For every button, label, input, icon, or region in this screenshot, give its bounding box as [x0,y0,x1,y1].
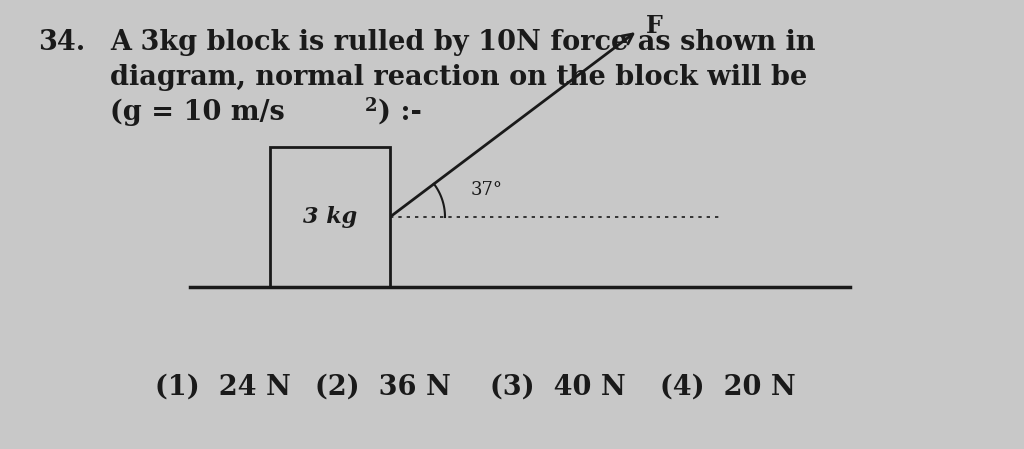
Text: (2)  36 N: (2) 36 N [315,374,451,401]
Text: A 3kg block is rulled by 10N force as shown in: A 3kg block is rulled by 10N force as sh… [110,29,815,56]
Text: 3 kg: 3 kg [303,206,357,228]
Text: ) :-: ) :- [378,99,422,126]
Bar [270,147,390,287]
Text: 2: 2 [365,97,378,115]
Text: (4)  20 N: (4) 20 N [660,374,796,401]
Text: (g = 10 m/s: (g = 10 m/s [110,99,285,126]
Text: (3)  40 N: (3) 40 N [490,374,626,401]
Text: diagram, normal reaction on the block will be: diagram, normal reaction on the block wi… [110,64,807,91]
Text: 34.: 34. [38,29,85,56]
Text: F: F [645,14,663,39]
Text: (1)  24 N: (1) 24 N [155,374,291,401]
Text: 37°: 37° [471,181,503,199]
